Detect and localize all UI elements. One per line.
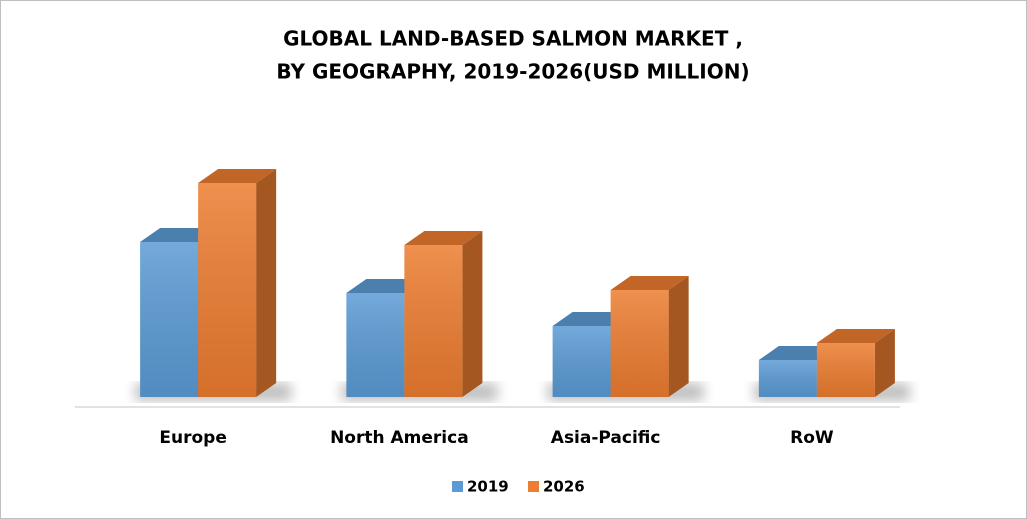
bar-top bbox=[816, 329, 895, 343]
bar-shade bbox=[198, 183, 257, 397]
bar-side bbox=[462, 231, 483, 397]
bar-side-shade bbox=[668, 276, 689, 397]
bar-shade bbox=[404, 245, 463, 397]
bar-shade bbox=[140, 242, 199, 397]
x-tick-label: North America bbox=[330, 428, 469, 448]
bar-side bbox=[668, 276, 689, 397]
legend-swatch bbox=[452, 481, 463, 492]
bar-shade bbox=[552, 326, 611, 397]
bar-top bbox=[610, 276, 689, 290]
bar-side bbox=[874, 329, 895, 397]
x-tick-label: Europe bbox=[159, 428, 226, 448]
x-tick-label: Asia-Pacific bbox=[551, 428, 661, 448]
bar-shade bbox=[346, 293, 405, 397]
legend-label: 2019 bbox=[467, 478, 509, 496]
bar-top-shade bbox=[198, 169, 277, 183]
chart-title: BY GEOGRAPHY, 2019-2026(USD MILLION) bbox=[276, 60, 749, 84]
bar-shade bbox=[758, 360, 817, 397]
bar-top bbox=[404, 231, 483, 245]
bar-side-shade bbox=[874, 329, 895, 397]
chart-title: GLOBAL LAND-BASED SALMON MARKET , bbox=[283, 27, 743, 51]
bar-shade bbox=[610, 290, 669, 397]
bar-side-shade bbox=[462, 231, 483, 397]
legend-swatch bbox=[528, 481, 539, 492]
bar-top bbox=[198, 169, 277, 183]
bar-shade bbox=[816, 343, 875, 397]
bar-side bbox=[256, 169, 277, 397]
x-tick-label: RoW bbox=[790, 428, 834, 448]
bar-top-shade bbox=[816, 329, 895, 343]
bar-top-shade bbox=[404, 231, 483, 245]
bar-side-shade bbox=[256, 169, 277, 397]
bar-top-shade bbox=[610, 276, 689, 290]
legend-label: 2026 bbox=[543, 478, 585, 496]
